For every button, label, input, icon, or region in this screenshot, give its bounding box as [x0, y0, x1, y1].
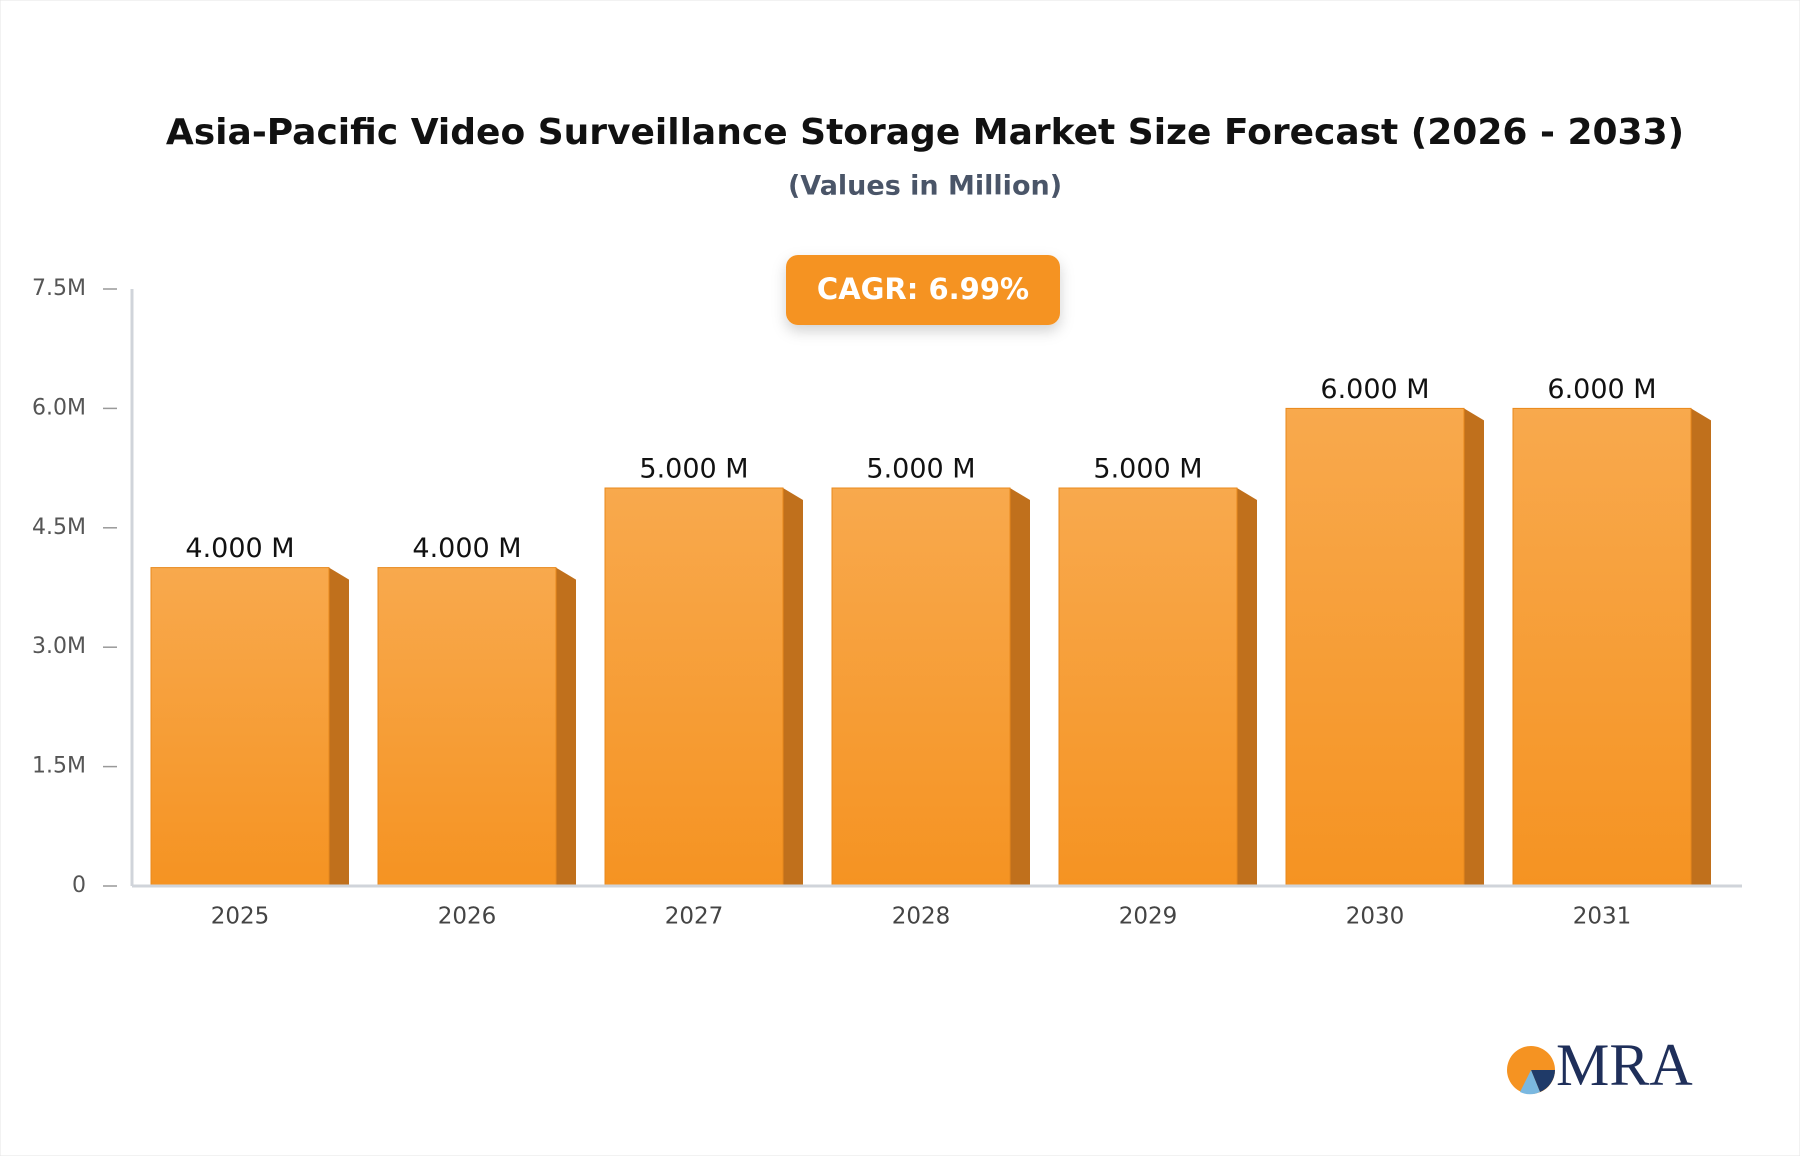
bar — [1285, 407, 1465, 887]
value-label: 4.000 M — [412, 533, 521, 564]
bar-side — [556, 567, 576, 886]
bar — [1058, 487, 1238, 887]
y-tick-label: 6.0M — [32, 395, 86, 420]
logo-slice — [1531, 1070, 1555, 1092]
y-tick-label: 1.5M — [32, 754, 86, 779]
cagr-label: CAGR: 6.99% — [817, 272, 1029, 306]
y-tick-label: 3.0M — [32, 634, 86, 659]
x-tick-label: 2030 — [1346, 904, 1405, 930]
bar-side — [1464, 408, 1484, 886]
bar-side — [783, 488, 803, 886]
bar-side — [1237, 488, 1257, 886]
y-tick-label: 0 — [72, 873, 86, 898]
bar — [150, 567, 330, 887]
value-label: 5.000 M — [1093, 454, 1202, 485]
bar — [377, 567, 557, 887]
logo-slice — [1520, 1070, 1540, 1095]
value-label: 6.000 M — [1320, 374, 1429, 405]
bar — [1512, 407, 1692, 887]
x-tick-label: 2028 — [892, 904, 951, 930]
value-label: 6.000 M — [1547, 374, 1656, 405]
y-tick-label: 7.5M — [32, 276, 86, 301]
value-label: 5.000 M — [866, 454, 975, 485]
bar-side — [1691, 408, 1711, 886]
logo: MRA — [1507, 1032, 1693, 1098]
value-label: 4.000 M — [185, 533, 294, 564]
cagr-badge — [786, 255, 1060, 325]
value-label: 5.000 M — [639, 454, 748, 485]
bar — [831, 487, 1011, 887]
logo-text: MRA — [1556, 1032, 1693, 1098]
bar — [604, 487, 784, 887]
bar-side — [1010, 488, 1030, 886]
bar-side — [329, 567, 349, 886]
x-tick-label: 2029 — [1119, 904, 1178, 930]
chart-title: Asia-Pacific Video Surveillance Storage … — [166, 112, 1684, 153]
chart-subtitle: (Values in Million) — [788, 171, 1062, 202]
y-tick-label: 4.5M — [32, 515, 86, 540]
x-tick-label: 2026 — [438, 904, 497, 930]
x-tick-label: 2031 — [1573, 904, 1632, 930]
x-tick-label: 2027 — [665, 904, 724, 930]
x-tick-label: 2025 — [211, 904, 270, 930]
